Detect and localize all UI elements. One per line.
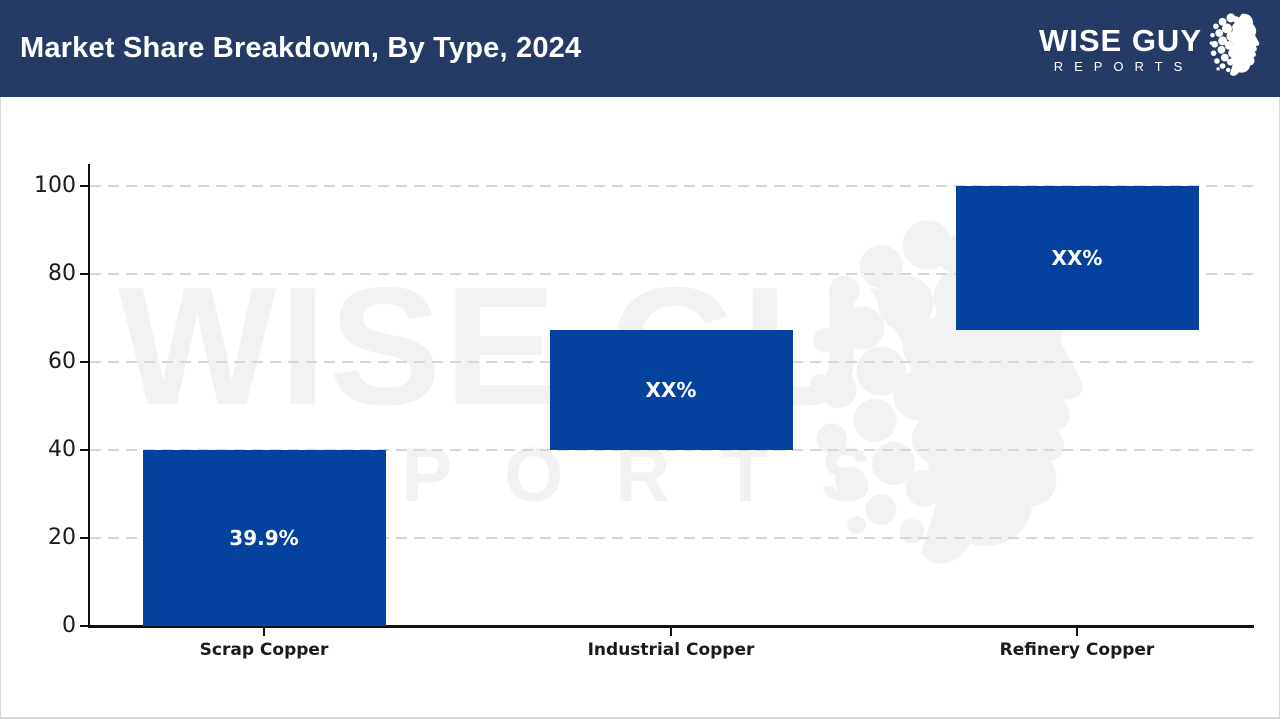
y-tick-label: 20 xyxy=(48,525,76,550)
x-axis-label: Industrial Copper xyxy=(587,640,755,660)
y-tick-label: 100 xyxy=(34,173,76,198)
y-tick-label: 40 xyxy=(48,437,76,462)
y-tick xyxy=(80,449,88,451)
logo-wordmark: WISE GUY xyxy=(1038,22,1202,58)
gridline xyxy=(90,537,1254,539)
bar-value-label: XX% xyxy=(1051,245,1103,270)
y-tick xyxy=(80,361,88,363)
header-bar: Market Share Breakdown, By Type, 2024 WI… xyxy=(0,0,1280,97)
bar xyxy=(142,450,386,626)
bar-value-label: 39.9% xyxy=(229,526,299,551)
bar xyxy=(549,329,793,451)
bar xyxy=(955,186,1199,330)
wiseguy-logo: WISE GUY REPORTS xyxy=(1039,8,1280,90)
y-tick xyxy=(80,537,88,539)
y-axis-spine xyxy=(88,164,90,628)
x-axis-label: Refinery Copper xyxy=(999,640,1155,660)
x-axis-label: Scrap Copper xyxy=(199,640,329,660)
x-tick xyxy=(263,628,265,636)
y-tick-label: 60 xyxy=(48,349,76,374)
x-axis-spine xyxy=(88,625,1254,628)
logo-subtitle: REPORTS xyxy=(1053,58,1194,74)
x-tick xyxy=(670,628,672,636)
bar-value-label: XX% xyxy=(645,378,697,403)
gridline xyxy=(90,273,1254,275)
logo-head-icon xyxy=(1208,8,1264,90)
logo-text: WISE GUY REPORTS xyxy=(1039,25,1202,73)
y-tick-label: 0 xyxy=(62,613,76,638)
x-tick xyxy=(1076,628,1078,636)
page-title: Market Share Breakdown, By Type, 2024 xyxy=(20,32,582,64)
gridline xyxy=(90,185,1254,187)
y-tick xyxy=(80,185,88,187)
y-tick xyxy=(80,273,88,275)
y-tick xyxy=(80,625,88,627)
y-tick-label: 80 xyxy=(48,261,76,286)
